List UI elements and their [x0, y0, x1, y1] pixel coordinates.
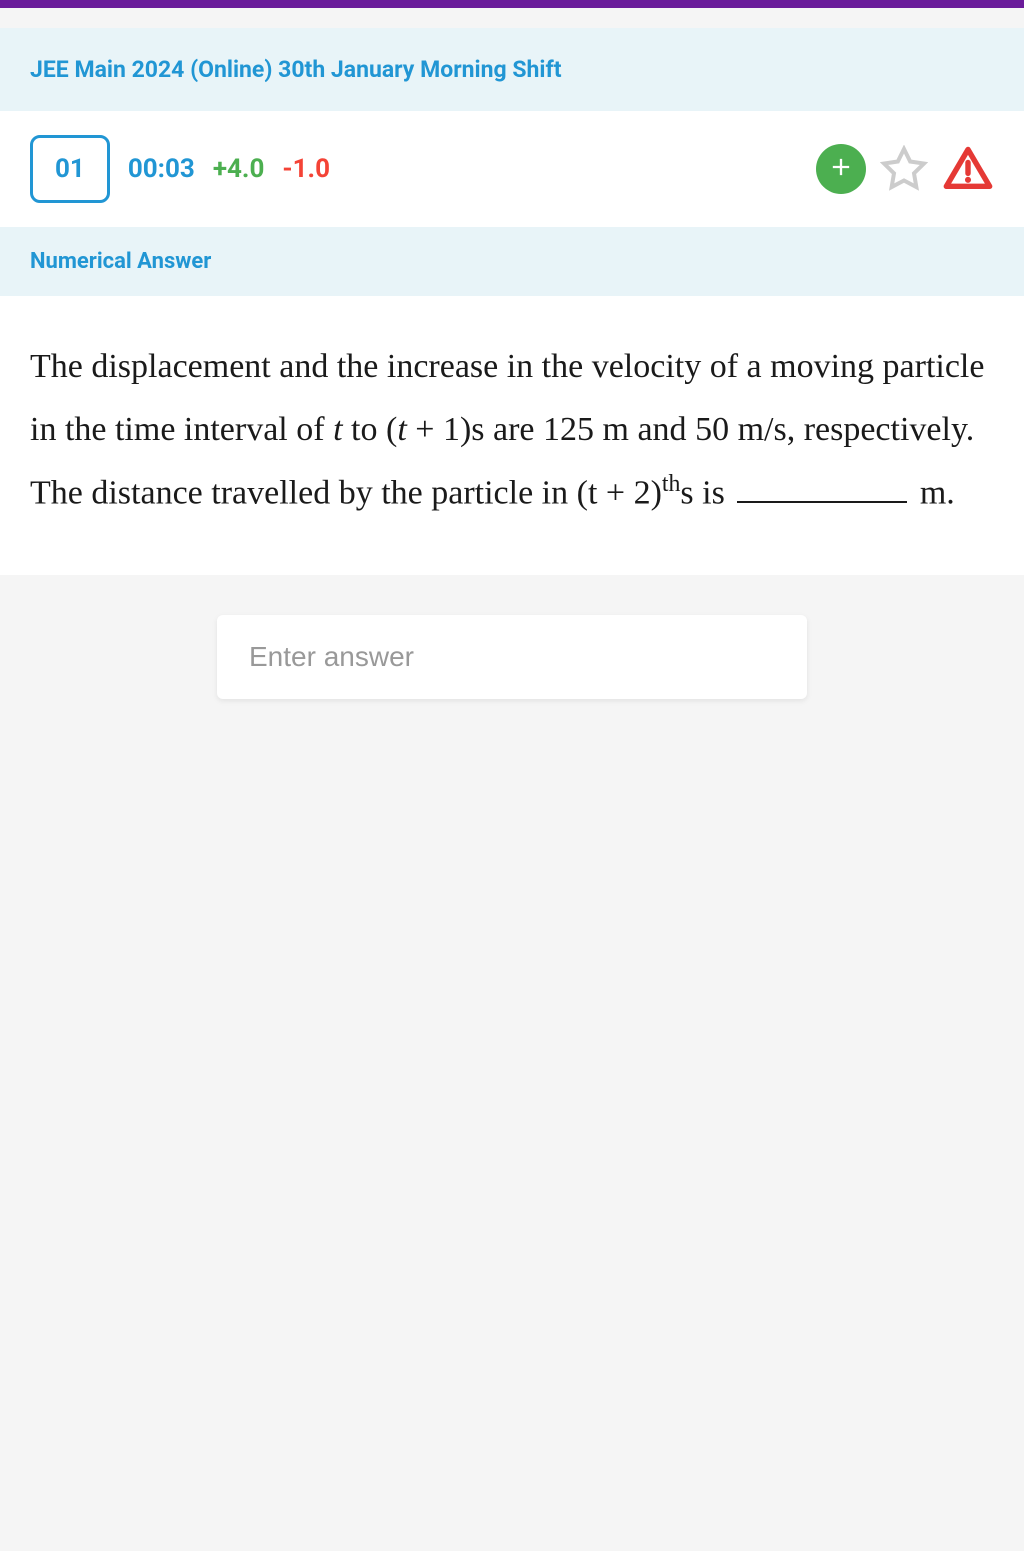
report-button[interactable] [942, 143, 994, 195]
q-unit-s1: s [471, 411, 484, 448]
favorite-button[interactable] [880, 145, 928, 193]
q-text: and [629, 411, 695, 448]
timer: 00:03 [128, 154, 195, 184]
exam-title-bar: JEE Main 2024 (Online) 30th January Morn… [0, 28, 1024, 111]
q-var-t: t [333, 411, 342, 448]
q-unit-m2: m. [911, 474, 954, 511]
q-sup-th: th [662, 471, 681, 497]
plus-icon [827, 153, 855, 185]
q-unit-ms: m/s [729, 411, 787, 448]
star-icon [880, 178, 928, 197]
q-paren: ( [386, 411, 397, 448]
add-button[interactable] [816, 144, 866, 194]
answer-blank [737, 501, 907, 503]
positive-marks: +4.0 [213, 154, 265, 184]
q-val-50: 50 [695, 411, 729, 448]
q-text: to [343, 411, 386, 448]
exam-title: JEE Main 2024 (Online) 30th January Morn… [30, 56, 994, 83]
q-plus2: + 2) [597, 474, 662, 511]
negative-marks: -1.0 [282, 154, 330, 184]
answer-input-area [0, 575, 1024, 739]
q-unit-s2: s [680, 474, 693, 511]
q-unit-m1: m [594, 411, 629, 448]
answer-type-label: Numerical Answer [30, 249, 994, 274]
q-val-125: 125 [543, 411, 594, 448]
q-text: is [694, 474, 734, 511]
q-plus1: + 1) [407, 411, 472, 448]
top-accent-bar [0, 0, 1024, 8]
question-meta-bar: 01 00:03 +4.0 -1.0 [0, 111, 1024, 227]
alert-triangle-icon [942, 180, 994, 199]
question-body: The displacement and the increase in the… [0, 296, 1024, 575]
answer-type-bar: Numerical Answer [0, 227, 1024, 296]
q-paren2: ( [577, 474, 588, 511]
q-var-t1: t [397, 411, 406, 448]
meta-right [816, 143, 994, 195]
q-text: are [485, 411, 544, 448]
meta-left: 01 00:03 +4.0 -1.0 [30, 135, 330, 203]
question-number[interactable]: 01 [30, 135, 110, 203]
q-var-t2: t [588, 474, 597, 511]
answer-input[interactable] [217, 615, 807, 699]
